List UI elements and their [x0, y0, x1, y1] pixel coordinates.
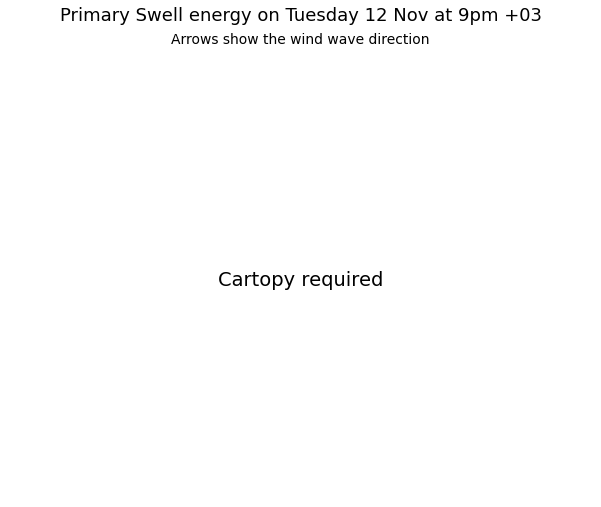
Text: Arrows show the wind wave direction: Arrows show the wind wave direction — [171, 33, 430, 47]
Text: Primary Swell energy on Tuesday 12 Nov at 9pm +03: Primary Swell energy on Tuesday 12 Nov a… — [59, 7, 542, 25]
Text: Cartopy required: Cartopy required — [218, 271, 383, 289]
